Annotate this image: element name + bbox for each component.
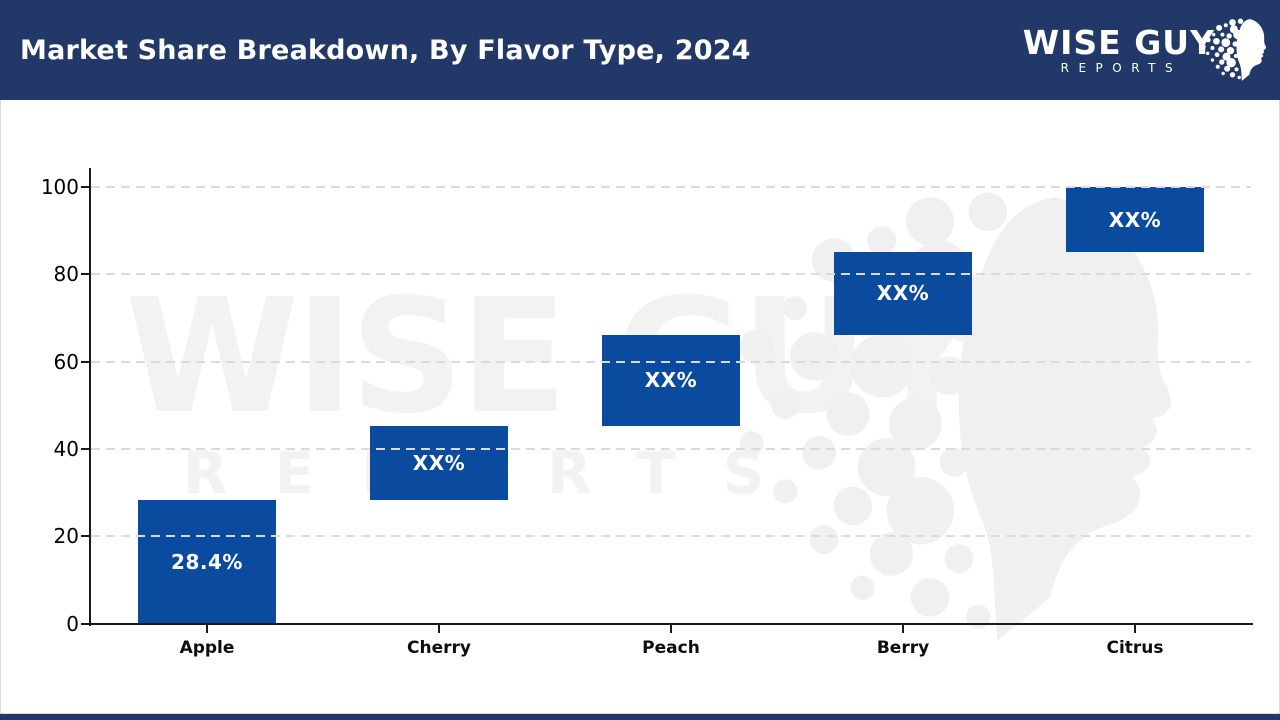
bar-citrus [1066, 187, 1204, 253]
x-tick-label-cherry: Cherry [407, 637, 471, 658]
header-bar: Market Share Breakdown, By Flavor Type, … [0, 0, 1280, 100]
y-tick-40 [81, 447, 90, 450]
gridline-60 [91, 360, 1251, 363]
bar-value-label-cherry: XX% [412, 450, 466, 475]
x-tick-label-citrus: Citrus [1106, 637, 1164, 658]
logo-wordmark: WISE GUY [1022, 22, 1215, 62]
y-tick-80 [81, 273, 90, 276]
wise-guy-reports-logo: WISE GUY REPORTS [1023, 8, 1266, 92]
y-tick-20 [81, 535, 90, 538]
gridline-40 [91, 447, 1251, 450]
gridline-20 [91, 535, 1251, 538]
y-tick-label-20: 20 [53, 524, 79, 549]
y-tick-label-60: 60 [53, 349, 79, 374]
bar-cherry [370, 426, 508, 500]
y-tick-label-40: 40 [53, 436, 79, 461]
bar-berry [834, 252, 972, 335]
x-tick-label-apple: Apple [179, 637, 235, 658]
waterfall-chart: 0 20 40 60 80 100 28.4% XX% XX% XX% XX% Apple Cherry… [1, 100, 1279, 713]
x-tick-label-peach: Peach [642, 637, 700, 658]
bar-value-label-citrus: XX% [1108, 207, 1162, 232]
y-axis-spine [89, 168, 91, 626]
x-tick-cherry [438, 624, 440, 633]
y-tick-label-0: 0 [66, 611, 79, 636]
plot-area: WISE GUY REPORTS 02040608010028.4%XX%XX%… [0, 100, 1280, 714]
gridline-80 [91, 273, 1251, 276]
x-tick-label-berry: Berry [876, 637, 930, 658]
logo-text: WISE GUY REPORTS [1022, 22, 1215, 75]
y-tick-100 [81, 186, 90, 188]
footer-bar [0, 714, 1280, 720]
bar-peach [602, 334, 740, 427]
bar-value-label-berry: XX% [876, 281, 930, 306]
bar-apple [138, 499, 276, 624]
bar-value-label-apple: 28.4% [171, 549, 243, 574]
y-tick-label-100: 100 [40, 175, 79, 199]
x-axis-spine [89, 622, 1253, 625]
y-tick-60 [81, 360, 90, 363]
gridline-100 [91, 186, 1251, 188]
chart-title: Market Share Breakdown, By Flavor Type, … [20, 34, 751, 66]
x-tick-peach [670, 624, 672, 633]
x-tick-berry [902, 624, 904, 633]
y-tick-0 [81, 622, 90, 625]
y-tick-label-80: 80 [53, 262, 79, 287]
x-tick-apple [206, 624, 208, 633]
x-tick-citrus [1134, 624, 1136, 633]
logo-head-icon [1203, 18, 1266, 81]
bar-value-label-peach: XX% [644, 368, 698, 393]
logo-subtitle: REPORTS [1060, 60, 1183, 75]
